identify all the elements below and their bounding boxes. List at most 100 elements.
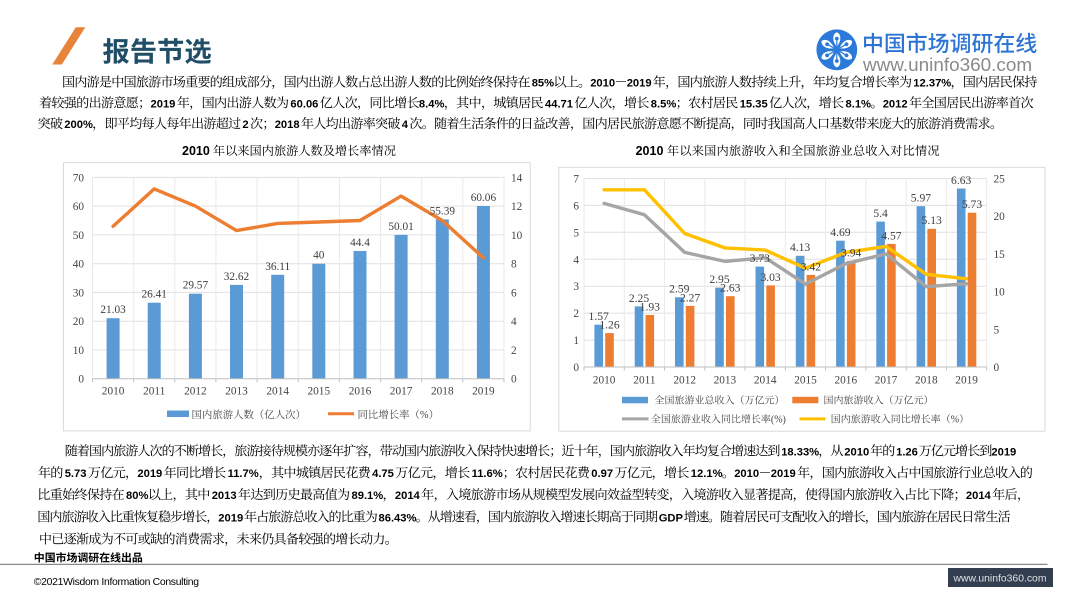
svg-text:85%: 85% [532,78,554,90]
svg-text:14: 14 [511,172,523,184]
svg-text:11.6%: 11.6% [472,468,503,480]
svg-text:60.06: 60.06 [471,192,497,204]
svg-text:2010: 2010 [182,144,210,158]
svg-text:3.03: 3.03 [760,271,780,284]
svg-text:2.59: 2.59 [669,283,689,296]
svg-text:8.4%: 8.4% [419,98,445,110]
svg-text:50: 50 [73,230,85,242]
svg-text:2014: 2014 [754,374,777,386]
svg-text:2: 2 [573,308,579,320]
svg-text:2019: 2019 [137,468,162,480]
svg-text:8: 8 [511,259,517,271]
svg-text:29.57: 29.57 [183,280,209,292]
svg-text:2019: 2019 [627,78,652,90]
svg-text:10: 10 [511,230,523,242]
svg-text:12.37%: 12.37% [913,78,951,90]
svg-text:2.63: 2.63 [720,282,740,295]
svg-text:6: 6 [573,200,579,212]
svg-text:2010: 2010 [590,78,615,90]
svg-text:55.39: 55.39 [430,205,456,217]
svg-text:2018: 2018 [275,119,300,131]
svg-text:2014: 2014 [966,490,992,502]
svg-text:5.73: 5.73 [962,198,982,211]
svg-text:0: 0 [511,374,517,386]
svg-text:2019: 2019 [955,374,978,386]
svg-text:2013: 2013 [212,490,237,502]
svg-text:0: 0 [573,362,579,374]
svg-text:2011: 2011 [633,374,655,386]
svg-text:2010: 2010 [102,386,125,398]
svg-text:26.41: 26.41 [141,289,166,301]
svg-text:©2021Wisdom Information Consul: ©2021Wisdom Information Consulting [34,577,199,588]
svg-text:6: 6 [511,287,517,299]
svg-text:www.uninfo360.com: www.uninfo360.com [862,55,1032,76]
svg-text:5.4: 5.4 [873,207,888,220]
svg-text:2.25: 2.25 [629,292,649,305]
svg-text:1.93: 1.93 [640,300,660,313]
svg-text:10: 10 [73,345,85,357]
svg-text:15: 15 [994,249,1006,261]
svg-text:60: 60 [73,201,85,213]
svg-text:2.95: 2.95 [709,273,729,286]
svg-text:2019: 2019 [151,98,176,110]
svg-text:4.13: 4.13 [790,241,810,254]
svg-text:2016: 2016 [349,386,372,398]
svg-text:2010: 2010 [593,374,616,386]
svg-text:0.97: 0.97 [591,468,613,480]
svg-text:4.69: 4.69 [830,226,850,239]
svg-text:40: 40 [313,250,325,262]
svg-text:%: % [420,410,429,421]
svg-text:2019: 2019 [218,512,243,524]
svg-text:4: 4 [511,316,517,328]
svg-text:5.73: 5.73 [65,468,87,480]
svg-text:www.uninfo360.com: www.uninfo360.com [953,574,1047,585]
svg-text:3.73: 3.73 [750,252,770,265]
svg-text:2010: 2010 [844,446,869,458]
svg-text:20: 20 [73,316,85,328]
svg-text:(%): (%) [771,415,786,426]
svg-text:7: 7 [573,174,579,186]
svg-text:50.01: 50.01 [388,221,413,233]
svg-text:2: 2 [511,345,517,357]
svg-text:1.26: 1.26 [896,446,918,458]
svg-text:2018: 2018 [915,374,938,386]
svg-text:12: 12 [511,201,523,213]
svg-text:86.43%: 86.43% [379,512,417,524]
svg-text:0: 0 [994,362,1000,374]
svg-text:0: 0 [78,374,84,386]
svg-text:2015: 2015 [308,386,331,398]
svg-text:10: 10 [994,287,1006,299]
svg-text:80%: 80% [126,490,148,502]
svg-text:2018: 2018 [431,386,454,398]
svg-text:2015: 2015 [794,374,817,386]
svg-text:3.42: 3.42 [801,260,821,273]
svg-text:4: 4 [402,119,409,131]
svg-text:2014: 2014 [395,490,421,502]
svg-text:89.1%: 89.1% [352,490,384,502]
svg-text:2016: 2016 [835,374,858,386]
svg-text:2010: 2010 [734,468,759,480]
svg-text:11.7%: 11.7% [228,468,259,480]
svg-text:%: % [951,415,959,426]
svg-text:15.35: 15.35 [740,98,768,110]
svg-text:1.26: 1.26 [599,319,619,332]
svg-text:8.5%: 8.5% [651,98,677,110]
svg-text:60.06: 60.06 [290,98,318,110]
svg-text:2.27: 2.27 [680,291,700,304]
svg-text:5: 5 [994,324,1000,336]
svg-text:5.13: 5.13 [922,214,942,227]
svg-text:70: 70 [73,172,85,184]
svg-text:21.03: 21.03 [100,304,126,316]
svg-text:3.94: 3.94 [841,246,861,259]
svg-text:40: 40 [73,259,85,271]
svg-text:8.1%: 8.1% [846,98,872,110]
svg-text:2013: 2013 [714,374,737,386]
svg-text:2019: 2019 [472,386,495,398]
svg-text:2017: 2017 [875,374,898,386]
svg-text:4.57: 4.57 [881,229,901,242]
svg-text:1: 1 [573,335,579,347]
svg-text:2019: 2019 [771,468,796,480]
svg-text:2010: 2010 [636,144,664,158]
svg-text:2012: 2012 [184,386,207,398]
svg-text:2012: 2012 [673,374,696,386]
